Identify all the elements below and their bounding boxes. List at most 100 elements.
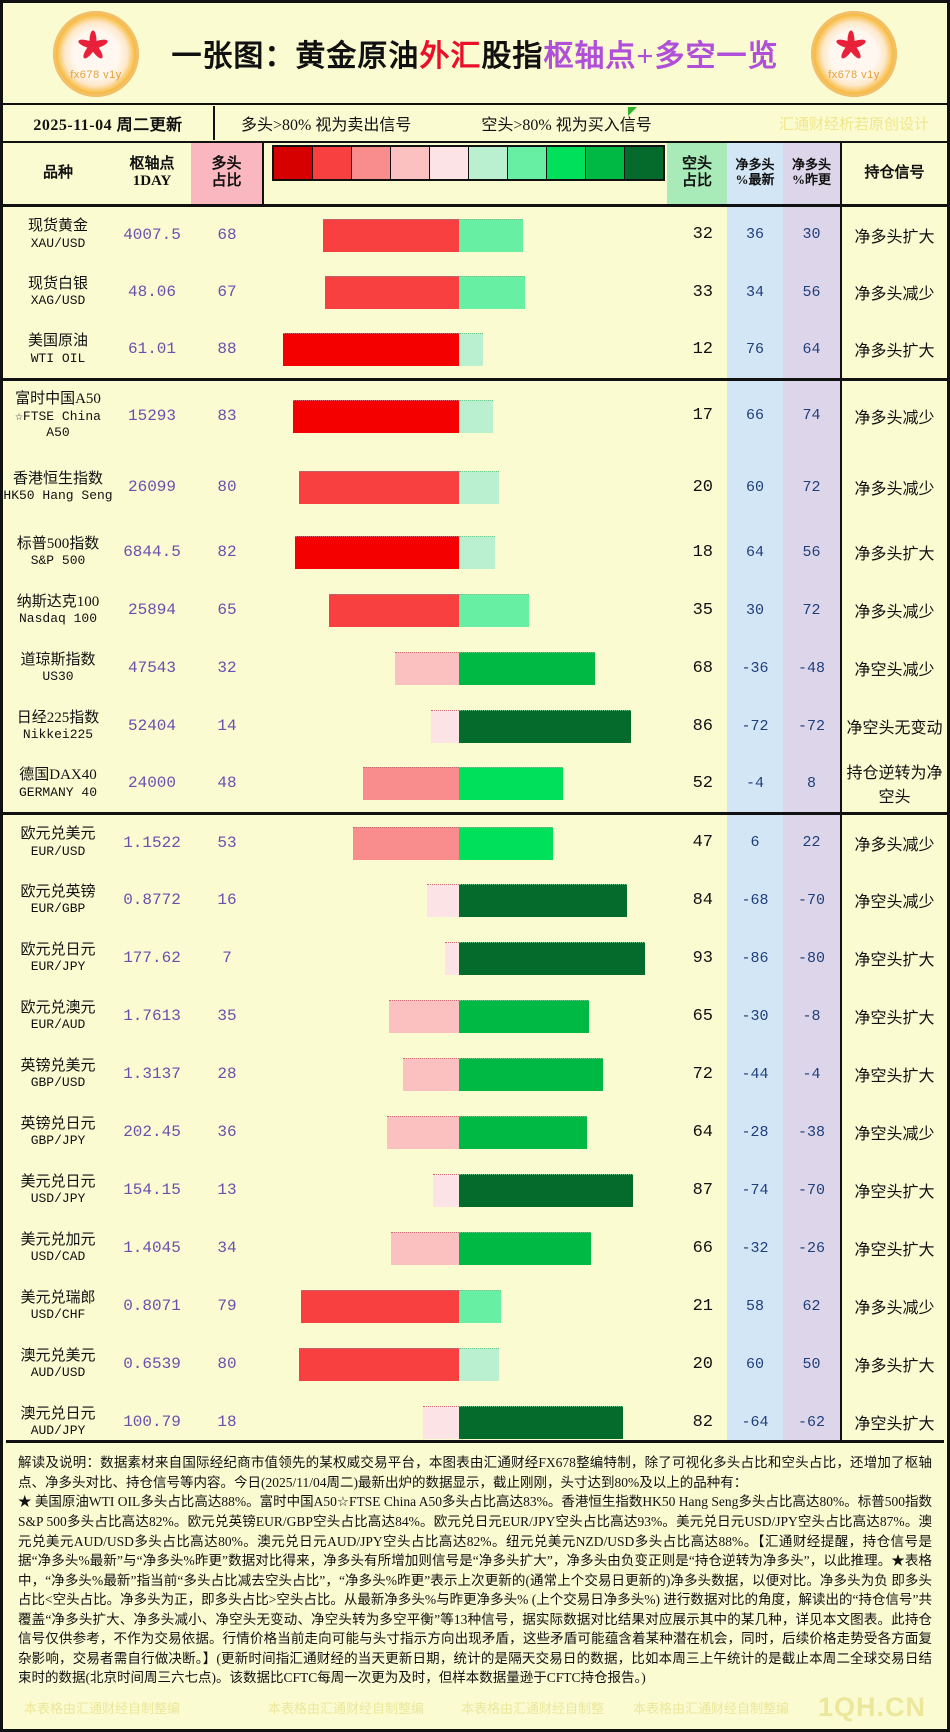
cell-bar <box>263 377 667 451</box>
col-header-net-line1: 净多头 <box>735 157 775 173</box>
col-header-prev-line2: %昨更 <box>791 172 831 188</box>
instrument-name-cn: 富时中国A50 <box>15 391 101 408</box>
instrument-name-en: S&P 500 <box>30 553 86 569</box>
footer-notes: 解读及说明：数据素材来自国际经纪商市值领先的某权威交易平台，本图表由汇通财经FX… <box>6 1440 944 1726</box>
cell-net-latest: 34 <box>727 263 783 321</box>
cell-net-latest: -68 <box>727 871 783 929</box>
footer-paragraph-1: 解读及说明：数据素材来自国际经纪商市值领先的某权威交易平台，本图表由汇通财经FX… <box>18 1455 932 1490</box>
instrument-name-cn: 纳斯达克100 <box>16 593 100 610</box>
cell-net-prev: -48 <box>783 639 842 697</box>
cell-pivot: 26099 <box>127 478 176 496</box>
cell-short-pct: 21 <box>692 1296 713 1316</box>
short-bar <box>459 826 553 860</box>
bar-track <box>263 215 667 255</box>
long-bar <box>445 942 459 975</box>
cell-pivot: 48.06 <box>127 283 176 301</box>
bar-track <box>263 1344 667 1384</box>
cell-pivot: 177.62 <box>123 949 181 967</box>
long-bar <box>395 652 459 685</box>
cell-signal: 净空头扩大 <box>854 1010 935 1027</box>
long-bar <box>329 594 459 627</box>
table-row: 欧元兑澳元 EUR/AUD 1.7613 35 65 -30 -8 净空头扩大 <box>3 987 947 1045</box>
cell-short-pct: 66 <box>692 1238 713 1258</box>
cell-net-prev: 56 <box>783 263 842 321</box>
cell-instrument: 日经225指数 Nikkei225 <box>3 697 113 755</box>
short-bar <box>459 276 525 309</box>
bar-track <box>263 590 667 630</box>
cell-pivot: 0.8772 <box>123 891 181 909</box>
table-row: 道琼斯指数 US30 47543 32 68 -36 -48 净空头减少 <box>3 639 947 697</box>
legend-swatch-8 <box>586 147 625 179</box>
table-row: 欧元兑英镑 EUR/GBP 0.8772 16 84 -68 -70 净空头减少 <box>3 871 947 929</box>
title-part-2: 外汇 <box>419 40 482 73</box>
short-bar <box>459 1174 633 1207</box>
instrument-name-cn: 澳元兑美元 <box>20 1347 96 1364</box>
short-bar <box>459 1000 589 1033</box>
cell-bar <box>263 581 667 639</box>
watermark: 1QH.CN <box>817 1692 926 1722</box>
cell-net-prev: 50 <box>783 1335 842 1393</box>
bar-track <box>263 648 667 688</box>
table-row: 现货黄金 XAU/USD 4007.5 68 32 36 30 净多头扩大 <box>3 205 947 263</box>
cell-net-prev: -38 <box>783 1103 842 1161</box>
instrument-name-en: GERMANY 40 <box>18 784 97 800</box>
cell-pivot: 15293 <box>113 377 191 451</box>
long-bar <box>403 1058 459 1091</box>
instrument-name-cn: 美元兑日元 <box>20 1173 96 1190</box>
cell-long-pct: 65 <box>217 601 237 619</box>
cell-pivot: 4007.5 <box>123 225 181 244</box>
cell-net-prev: 72 <box>783 581 842 639</box>
instrument-name-cn: 香港恒生指数 <box>12 470 103 487</box>
cell-net-prev: 30 <box>783 205 842 263</box>
cell-net-prev: -26 <box>783 1219 842 1277</box>
bar-track <box>263 1112 667 1152</box>
cell-bar <box>263 697 667 755</box>
cell-instrument: 欧元兑日元 EUR/JPY <box>3 929 113 987</box>
instrument-name-en: GBP/USD <box>30 1075 86 1091</box>
cell-pivot: 100.79 <box>123 1413 181 1431</box>
cell-instrument: 欧元兑美元 EUR/USD <box>3 811 113 871</box>
short-threshold-note: 空头>80% 视为买入信号 <box>481 117 652 134</box>
short-bar <box>459 399 493 433</box>
cell-pivot: 0.8071 <box>123 1297 181 1315</box>
instrument-name-en: USD/CAD <box>30 1249 86 1265</box>
instrument-name-cn: 英镑兑美元 <box>20 1057 96 1074</box>
cell-pivot: 154.15 <box>123 1181 181 1199</box>
instrument-name-cn: 现货白银 <box>27 275 88 292</box>
table-row: 美元兑加元 USD/CAD 1.4045 34 66 -32 -26 净空头扩大 <box>3 1219 947 1277</box>
cell-net-prev: -72 <box>783 697 842 755</box>
long-bar <box>389 1000 459 1033</box>
cell-bar <box>263 871 667 929</box>
cell-bar <box>263 987 667 1045</box>
cell-short-pct: 72 <box>692 1064 713 1084</box>
long-bar <box>325 276 459 309</box>
table-row: 英镑兑美元 GBP/USD 1.3137 28 72 -44 -4 净空头扩大 <box>3 1045 947 1103</box>
cell-net-prev: 64 <box>783 321 842 379</box>
legend-swatch-2 <box>352 147 391 179</box>
instrument-name-en: US30 <box>42 669 74 685</box>
cell-net-latest: 36 <box>727 205 783 263</box>
long-bar <box>295 536 459 569</box>
cell-signal: 净多头扩大 <box>854 1358 935 1375</box>
legend-swatch-3 <box>391 147 430 179</box>
cell-net-latest: -30 <box>727 987 783 1045</box>
short-bar <box>459 1406 623 1439</box>
instrument-name-en: EUR/USD <box>30 844 86 859</box>
cell-signal: 净空头扩大 <box>854 952 935 969</box>
short-bar <box>459 1290 501 1323</box>
col-header-net-prev: 净多头 %昨更 <box>783 143 842 207</box>
cell-net-latest: -72 <box>727 697 783 755</box>
long-bar <box>387 1116 459 1149</box>
cell-pivot: 1.4045 <box>123 1239 181 1257</box>
cell-long-pct: 80 <box>217 478 237 496</box>
cell-long-pct: 53 <box>191 811 263 871</box>
cell-long-pct: 28 <box>217 1065 237 1083</box>
bar-track <box>263 1228 667 1268</box>
cell-long-pct: 79 <box>217 1297 237 1315</box>
short-bar <box>459 471 499 504</box>
instrument-name-en: AUD/USD <box>30 1365 86 1381</box>
cell-bar <box>263 1393 667 1451</box>
cell-bar <box>263 263 667 321</box>
cell-bar <box>263 811 667 871</box>
cell-short-pct: 93 <box>692 948 713 968</box>
